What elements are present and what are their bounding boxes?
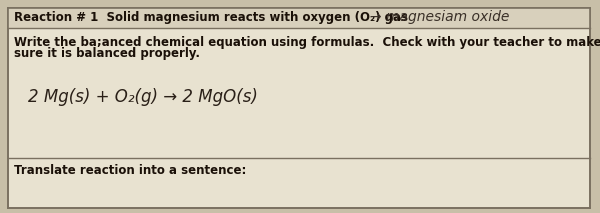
Text: 2 Mg(s) + O₂(g) → 2 MgO(s): 2 Mg(s) + O₂(g) → 2 MgO(s) [28, 88, 258, 106]
Text: Reaction # 1  Solid magnesium reacts with oxygen (O₂) gas: Reaction # 1 Solid magnesium reacts with… [14, 12, 408, 24]
Text: Write the ba;anced chemical equation using formulas.  Check with your teacher to: Write the ba;anced chemical equation usi… [14, 36, 600, 49]
Text: → magnesiam oxide: → magnesiam oxide [370, 10, 509, 24]
Bar [8, 8, 590, 28]
Text: sure it is balanced properly.: sure it is balanced properly. [14, 47, 200, 60]
Text: Translate reaction into a sentence:: Translate reaction into a sentence: [14, 164, 247, 177]
